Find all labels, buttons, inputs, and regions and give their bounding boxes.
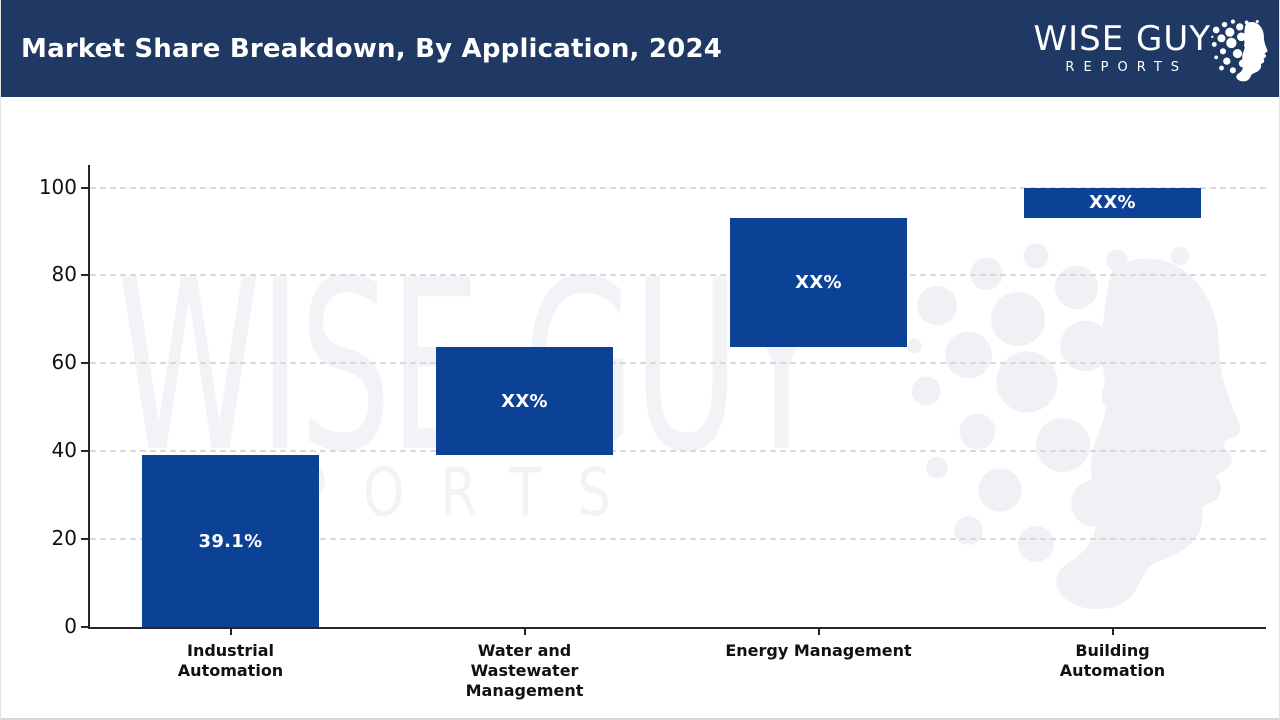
y-tick-mark [81,362,89,365]
bar-value-label: 39.1% [198,530,263,552]
y-tick-mark [81,450,89,453]
gridline [90,450,1266,453]
header-bar: Market Share Breakdown, By Application, … [1,0,1279,97]
x-category-label: Water and Wastewater Management [465,641,584,700]
x-tick-mark [229,629,232,635]
brand-wordmark: WISE GUY REPORTS [1033,22,1211,75]
bar-value-label: XX% [1089,192,1136,214]
x-category-label: Building Automation [1059,641,1166,680]
brand-subtitle: REPORTS [1065,60,1189,75]
y-tick-label: 80 [51,262,77,287]
x-axis-line [88,627,1266,629]
x-tick-mark [817,629,820,635]
y-tick-label: 0 [64,614,77,638]
gridline [90,538,1266,541]
y-tick-label: 40 [51,438,77,463]
watermark-head-icon [907,243,1241,610]
x-tick-mark [1111,629,1114,635]
y-tick-mark [81,538,89,541]
head-profile-icon [1211,18,1268,81]
x-category-label: Energy Management [725,641,912,660]
gridline [90,362,1266,365]
brand-name: WISE GUY [1033,19,1211,59]
gridline [90,274,1266,277]
y-tick-mark [81,274,89,277]
page-title: Market Share Breakdown, By Application, … [21,33,723,64]
y-tick-label: 60 [51,350,77,375]
x-category-label: Industrial Automation [177,641,284,680]
y-axis-line [88,165,90,629]
y-tick-mark [81,626,89,628]
bar-value-label: XX% [795,271,842,293]
waterfall-bar: XX% [436,347,613,456]
waterfall-bar: 39.1% [142,455,319,627]
x-tick-mark [523,629,526,635]
gridline [90,186,1266,189]
waterfall-bar: XX% [1024,187,1201,218]
y-tick-label: 20 [51,526,77,551]
y-tick-label: 100 [38,174,77,199]
waterfall-bar: XX% [730,217,907,348]
brand-logo: WISE GUY REPORTS [1033,8,1271,90]
y-tick-mark [81,186,89,189]
bar-value-label: XX% [501,390,548,412]
